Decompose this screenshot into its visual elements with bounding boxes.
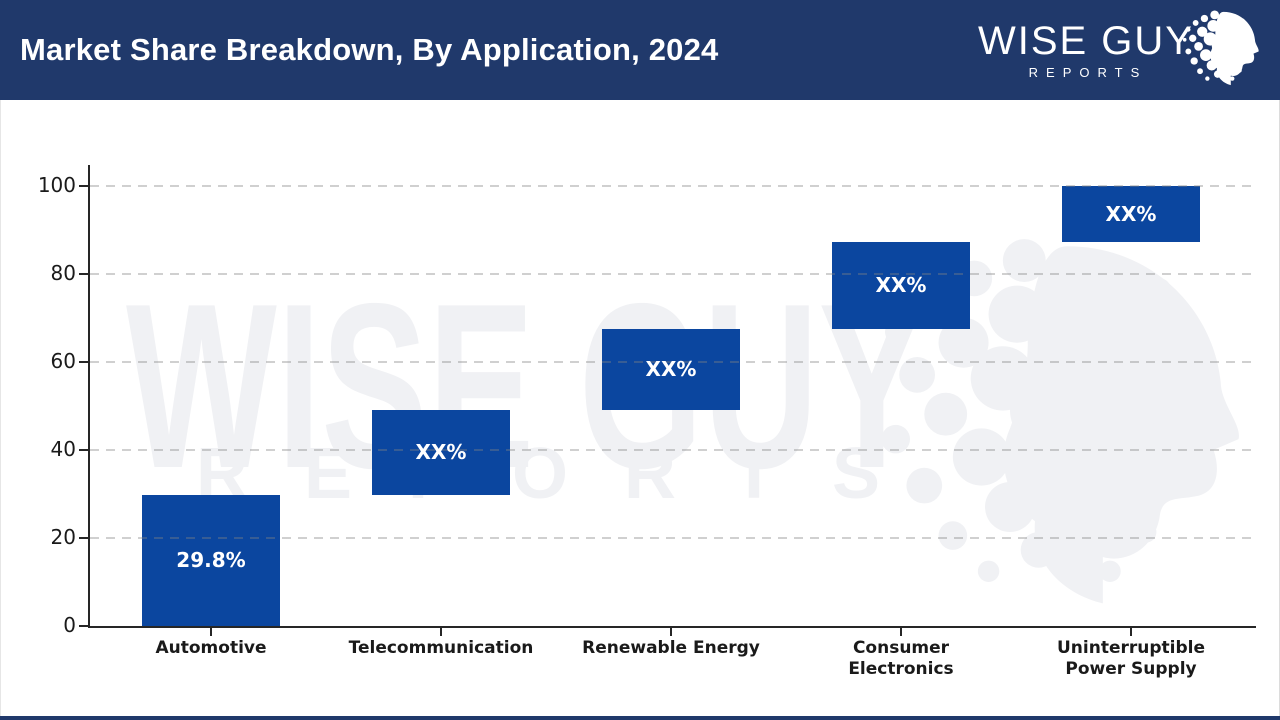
y-tick-mark xyxy=(79,361,88,363)
bar-value-label: XX% xyxy=(875,273,927,298)
y-axis-line xyxy=(88,165,90,628)
bar-telecommunication xyxy=(372,409,510,495)
gridline-100 xyxy=(90,185,1256,187)
gridline-60 xyxy=(90,361,1256,363)
y-tick-mark xyxy=(79,625,88,627)
gridline-20 xyxy=(90,537,1256,539)
bar-value-label: XX% xyxy=(415,440,467,465)
bar-uninterruptible-power-supply xyxy=(1062,186,1200,242)
gridline-80 xyxy=(90,273,1256,275)
x-tick-mark xyxy=(670,628,672,636)
category-label: Telecommunication xyxy=(348,638,534,658)
bar-consumer-electronics xyxy=(832,241,970,329)
y-tick-label: 60 xyxy=(50,349,76,373)
logo-wordmark: WISE GUY xyxy=(977,18,1194,63)
watermark-wordmark: WISE GUY xyxy=(126,254,926,517)
logo-head-icon xyxy=(1182,10,1259,86)
y-tick-mark xyxy=(79,449,88,451)
bar-renewable-energy xyxy=(602,329,740,410)
category-label: Renewable Energy xyxy=(582,638,760,658)
bar-value-label: 29.8% xyxy=(176,548,246,573)
x-tick-mark xyxy=(210,628,212,636)
y-tick-label: 0 xyxy=(63,613,76,637)
category-label: Consumer Electronics xyxy=(848,638,954,679)
x-tick-mark xyxy=(900,628,902,636)
bar-value-label: XX% xyxy=(1105,201,1157,226)
y-tick-label: 80 xyxy=(50,261,76,285)
y-tick-label: 20 xyxy=(50,525,76,549)
x-tick-mark xyxy=(1130,628,1132,636)
x-tick-mark xyxy=(440,628,442,636)
header: Market Share Breakdown, By Application, … xyxy=(0,0,1280,100)
brand-logo: WISE GUY REPORTS xyxy=(978,9,1266,91)
x-axis-line xyxy=(88,626,1256,628)
footer-strip xyxy=(0,716,1280,720)
y-tick-mark xyxy=(79,273,88,275)
gridline-40 xyxy=(90,449,1256,451)
category-label: Automotive xyxy=(155,638,267,658)
y-tick-mark xyxy=(79,185,88,187)
y-tick-label: 40 xyxy=(50,437,76,461)
category-label: Uninterruptible Power Supply xyxy=(1056,638,1205,679)
logo-subtext: REPORTS xyxy=(1028,64,1148,80)
bar-automotive xyxy=(142,494,280,626)
page-title: Market Share Breakdown, By Application, … xyxy=(20,32,719,67)
bar-value-label: XX% xyxy=(645,357,697,382)
y-tick-mark xyxy=(79,537,88,539)
brand-logo-text: WISE GUY REPORTS xyxy=(978,21,1194,80)
y-tick-label: 100 xyxy=(37,173,76,197)
